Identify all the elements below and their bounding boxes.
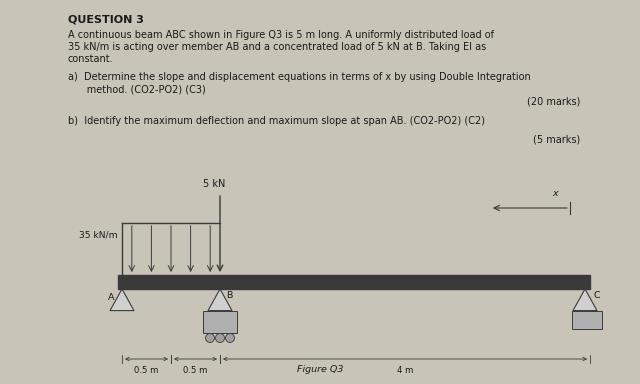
Text: method. (CO2-PO2) (C3): method. (CO2-PO2) (C3) <box>68 84 205 94</box>
Text: x: x <box>552 189 558 198</box>
Text: 35 kN/m is acting over member AB and a concentrated load of 5 kN at B. Taking EI: 35 kN/m is acting over member AB and a c… <box>68 42 486 52</box>
Polygon shape <box>110 289 134 311</box>
Text: 4 m: 4 m <box>397 366 413 375</box>
Text: B: B <box>226 291 232 300</box>
Text: (5 marks): (5 marks) <box>532 134 580 144</box>
Text: 0.5 m: 0.5 m <box>134 366 159 375</box>
Bar <box>118 275 590 289</box>
Polygon shape <box>208 289 232 311</box>
Circle shape <box>205 333 214 343</box>
Text: 5 kN: 5 kN <box>203 179 225 189</box>
Text: 35 kN/m: 35 kN/m <box>79 231 118 240</box>
Circle shape <box>216 333 225 343</box>
Text: C: C <box>593 291 600 300</box>
Polygon shape <box>573 289 597 311</box>
Bar <box>572 311 602 329</box>
Text: A: A <box>108 293 114 302</box>
Text: A continuous beam ABC shown in Figure Q3 is 5 m long. A uniformly distributed lo: A continuous beam ABC shown in Figure Q3… <box>68 30 494 40</box>
Text: Figure Q3: Figure Q3 <box>297 365 343 374</box>
Text: 0.5 m: 0.5 m <box>183 366 208 375</box>
Circle shape <box>225 333 234 343</box>
Bar <box>203 311 237 333</box>
Text: QUESTION 3: QUESTION 3 <box>68 14 144 24</box>
Text: b)  Identify the maximum deflection and maximum slope at span AB. (CO2-PO2) (C2): b) Identify the maximum deflection and m… <box>68 116 485 126</box>
Text: constant.: constant. <box>68 54 114 64</box>
Text: (20 marks): (20 marks) <box>527 96 580 106</box>
Text: a)  Determine the slope and displacement equations in terms of x by using Double: a) Determine the slope and displacement … <box>68 72 531 82</box>
